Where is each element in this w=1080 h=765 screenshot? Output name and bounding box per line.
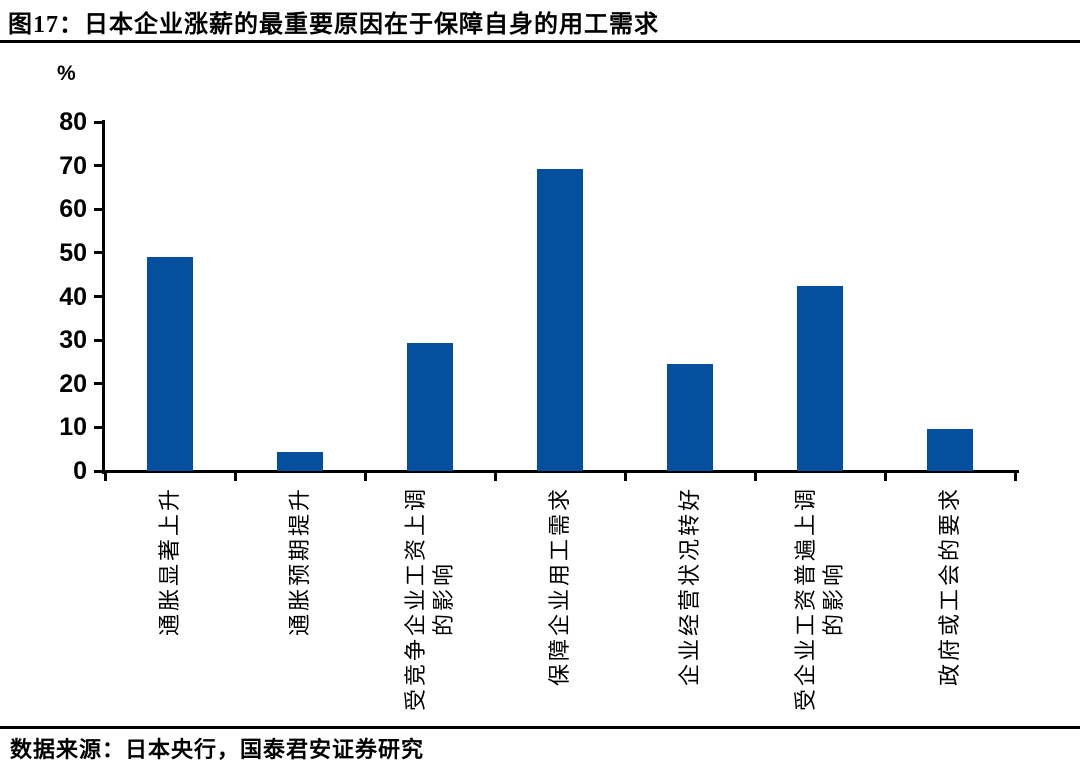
y-tick-label: 70: [59, 152, 87, 180]
x-axis-label: 保障企业用工需求: [547, 485, 572, 686]
x-tick: [754, 472, 757, 481]
x-tick: [364, 472, 367, 481]
x-axis-line: [102, 470, 1019, 473]
source-note: 数据来源：日本央行，国泰君安证券研究: [10, 737, 425, 762]
x-tick: [494, 472, 497, 481]
y-tick: [94, 382, 105, 385]
source-rule: [0, 726, 1080, 729]
y-tick: [94, 208, 105, 211]
bar: [407, 343, 453, 471]
y-tick-label: 40: [59, 283, 87, 311]
bar: [147, 257, 193, 471]
y-tick-label: 0: [73, 457, 87, 485]
y-tick: [94, 164, 105, 167]
y-axis-unit-label: %: [57, 62, 76, 85]
x-tick: [234, 472, 237, 481]
x-tick: [884, 472, 887, 481]
x-tick: [104, 472, 107, 481]
y-tick-label: 30: [59, 326, 87, 354]
bar: [277, 452, 323, 471]
x-axis-label: 通胀预期提升: [287, 485, 312, 636]
x-tick: [624, 472, 627, 481]
y-tick: [94, 251, 105, 254]
figure-title: 图17：日本企业涨薪的最重要原因在于保障自身的用工需求: [8, 12, 659, 38]
y-tick: [94, 339, 105, 342]
x-axis-label: 通胀显著上升: [157, 485, 182, 636]
bar-chart: % 0 10 20 30 40 50 60 70 80 通胀显著上升 通胀预期提升 受竞争企业工资上调…: [57, 62, 1019, 711]
bar: [927, 429, 973, 471]
bar: [797, 286, 843, 471]
bar: [667, 364, 713, 471]
y-tick: [94, 121, 105, 124]
y-tick-label: 80: [59, 108, 87, 136]
y-tick: [94, 295, 105, 298]
y-tick-label: 20: [59, 370, 87, 398]
y-tick: [94, 426, 105, 429]
x-axis-label: 受竞争企业工资上调 的影响: [403, 485, 456, 711]
x-axis-label: 企业经营状况转好: [677, 485, 702, 686]
y-tick: [94, 470, 105, 473]
y-tick-label: 60: [59, 195, 87, 223]
x-axis-label: 受企业工资普遍上调 的影响: [793, 485, 846, 711]
bar: [537, 169, 583, 471]
x-axis-label: 政府或工会的要求: [937, 485, 962, 686]
x-tick: [1014, 472, 1017, 481]
title-underline: [0, 40, 1080, 43]
y-tick-label: 10: [59, 413, 87, 441]
y-tick-label: 50: [59, 239, 87, 267]
